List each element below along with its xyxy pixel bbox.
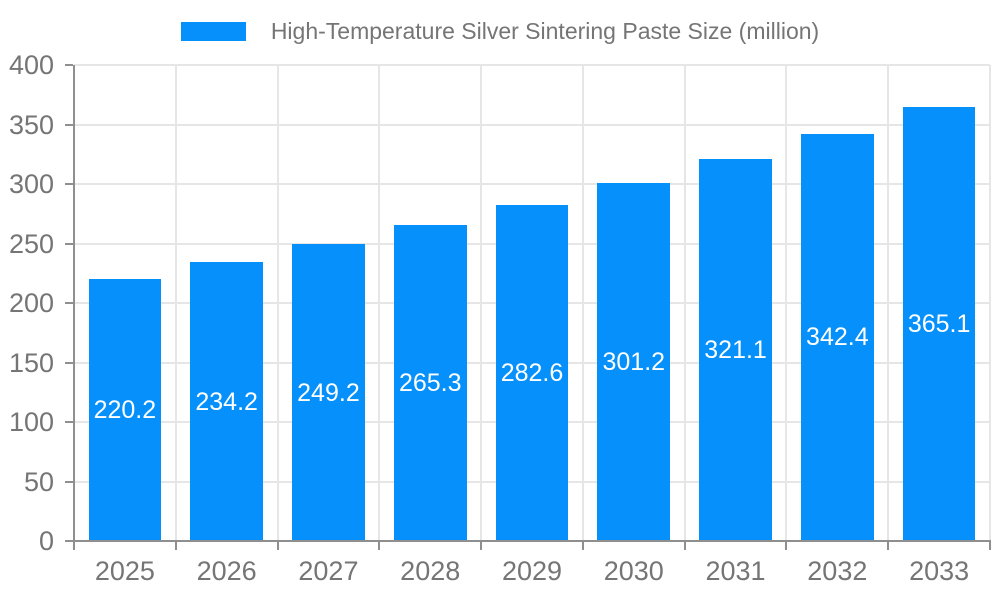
bar-value-label: 249.2 <box>297 378 360 407</box>
gridline-h <box>74 64 990 66</box>
x-tick-label: 2031 <box>705 556 766 586</box>
x-tick-mark <box>887 542 890 550</box>
gridline-v <box>378 65 381 541</box>
bar-value-label: 234.2 <box>195 387 258 416</box>
x-tick-mark <box>785 542 788 550</box>
gridline-v <box>480 65 483 541</box>
bar-2025[interactable] <box>88 278 162 541</box>
bar-2026[interactable] <box>190 262 263 541</box>
bar-2033[interactable] <box>902 106 976 541</box>
bar-2032[interactable] <box>801 133 874 541</box>
x-tick-mark <box>581 542 584 550</box>
y-tick-mark <box>65 361 73 364</box>
gridline-v <box>276 65 279 541</box>
y-tick-mark <box>65 302 73 304</box>
y-tick-label: 350 <box>8 109 54 140</box>
bar-value-label: 282.6 <box>500 358 564 387</box>
y-tick-label: 250 <box>8 228 54 259</box>
y-tick-label: 150 <box>8 347 54 378</box>
bar-value-label: 321.1 <box>704 335 767 364</box>
x-tick-label: 2030 <box>603 556 664 586</box>
x-axis-line <box>73 540 991 542</box>
x-tick-mark <box>480 542 483 550</box>
gridline-v <box>989 65 991 541</box>
bar-2031[interactable] <box>699 158 772 541</box>
y-tick-label: 400 <box>8 50 54 80</box>
y-tick-mark <box>65 421 73 423</box>
y-tick-label: 100 <box>8 407 54 437</box>
gridline-v <box>785 65 788 541</box>
y-tick-mark <box>65 540 73 542</box>
y-tick-label: 200 <box>8 288 54 318</box>
x-tick-label: 2027 <box>298 556 359 586</box>
legend-swatch <box>180 21 246 41</box>
y-tick-label: 0 <box>38 526 54 556</box>
legend-label: High-Temperature Silver Sintering Paste … <box>270 18 820 44</box>
gridline-v <box>581 65 584 541</box>
bar-2029[interactable] <box>495 204 569 541</box>
x-tick-mark <box>276 542 279 550</box>
x-tick-mark <box>73 542 75 550</box>
x-tick-mark <box>683 542 686 550</box>
x-tick-label: 2029 <box>501 556 563 586</box>
gridline-v <box>683 65 686 541</box>
x-tick-label: 2032 <box>807 556 868 586</box>
bar-value-label: 220.2 <box>93 395 157 424</box>
y-tick-label: 50 <box>23 466 54 497</box>
y-tick-mark <box>65 183 73 185</box>
x-tick-label: 2028 <box>400 556 461 586</box>
x-tick-label: 2026 <box>196 556 257 586</box>
x-tick-label: 2025 <box>94 556 155 586</box>
bar-2030[interactable] <box>597 182 671 541</box>
y-tick-label: 300 <box>8 169 54 199</box>
bar-2027[interactable] <box>292 244 365 541</box>
gridline-h <box>74 183 990 185</box>
x-tick-mark <box>989 542 991 550</box>
gridline-v <box>887 65 890 541</box>
y-tick-mark <box>65 123 73 126</box>
legend-item[interactable]: High-Temperature Silver Sintering Paste … <box>0 18 1000 44</box>
x-tick-mark <box>378 542 381 550</box>
y-tick-mark <box>65 480 73 483</box>
x-tick-mark <box>174 542 177 550</box>
bar-value-label: 265.3 <box>398 369 462 398</box>
gridline-h <box>74 123 990 126</box>
bar-value-label: 365.1 <box>907 309 971 338</box>
bar-value-label: 301.2 <box>602 347 666 376</box>
y-axis-line <box>73 65 75 543</box>
gridline-v <box>174 65 177 541</box>
y-tick-mark <box>65 242 73 245</box>
x-tick-label: 2033 <box>909 556 970 586</box>
bar-value-label: 342.4 <box>806 323 869 352</box>
y-tick-mark <box>65 64 73 66</box>
bar-2028[interactable] <box>393 225 467 541</box>
